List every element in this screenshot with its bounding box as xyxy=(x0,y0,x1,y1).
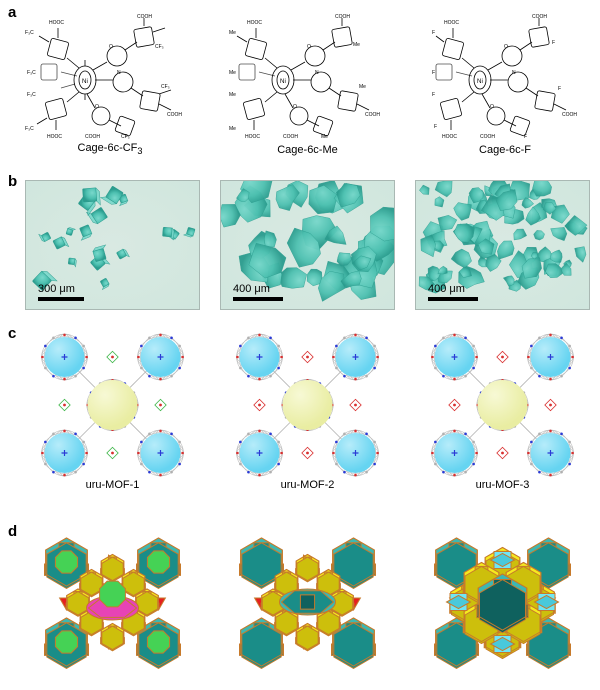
row-label-d: d xyxy=(8,523,17,540)
topo-svg-0 xyxy=(25,532,200,672)
sub-cooh-3: HOOC xyxy=(47,134,62,140)
chem-panel-0: Ni F₃C HOOC xyxy=(25,10,195,140)
sub-me-2: Me xyxy=(359,84,366,90)
sub-f-5: F xyxy=(432,70,435,76)
crystal-caption-1: uru-MOF-2 xyxy=(220,479,395,491)
chem-caption-1: Cage-6c-Me xyxy=(223,144,393,156)
sub-f-0: F xyxy=(432,30,435,36)
crystal-panel-0: uru-MOF-1 xyxy=(25,332,200,487)
topo-panel-1 xyxy=(220,532,395,672)
chem-panel-2: Ni F HOOC O F COOH xyxy=(420,10,590,140)
atom-n-c0: N xyxy=(512,70,516,76)
scalebar-label-2: 400 μm xyxy=(428,283,465,295)
sub-f-2: F xyxy=(558,86,561,92)
chem-caption-0-sub: 3 xyxy=(137,146,142,156)
sub-cf3-2: CF₃ xyxy=(161,84,170,90)
sub-cf3-6: F₃C xyxy=(27,92,36,98)
atom-ni-2: Ni xyxy=(477,78,483,85)
atom-o-b0: O xyxy=(307,44,311,50)
atom-o-c1: O xyxy=(490,104,494,110)
scalebar-0 xyxy=(38,297,84,301)
row-label-a: a xyxy=(8,4,16,21)
atom-o-b1: O xyxy=(293,104,297,110)
sub-cooh-b4: COOH xyxy=(283,134,298,140)
sub-cf3-5: F₃C xyxy=(27,70,36,76)
chem-caption-0-text: Cage-6c-CF xyxy=(78,142,138,154)
chem-panel-1: Ni Me HOOC O Me COOH xyxy=(223,10,393,140)
sub-me-5: Me xyxy=(229,70,236,76)
atom-n-0: N xyxy=(117,70,121,76)
sub-cf3-4: CF₃ xyxy=(121,134,130,140)
sub-cooh-2: COOH xyxy=(167,112,182,118)
sub-me-3: Me xyxy=(229,126,236,132)
scalebar-2 xyxy=(428,297,478,301)
atom-n-b0: N xyxy=(315,70,319,76)
crystal-svg-2 xyxy=(415,332,590,487)
scalebar-label-1: 400 μm xyxy=(233,283,270,295)
chem-caption-0: Cage-6c-CF3 xyxy=(25,142,195,156)
topo-panel-2 xyxy=(415,532,590,672)
sub-cooh-c4: COOH xyxy=(480,134,495,140)
sub-cf3-1: CF₃ xyxy=(155,44,164,50)
crystal-caption-0: uru-MOF-1 xyxy=(25,479,200,491)
scalebar-label-0: 300 μm xyxy=(38,283,75,295)
micrograph-0: 300 μm xyxy=(25,180,200,310)
atom-o-0: O xyxy=(109,44,113,50)
sub-cooh-1: COOH xyxy=(137,14,152,20)
micrograph-2: 400 μm xyxy=(415,180,590,310)
crystal-svg-0 xyxy=(25,332,200,487)
sub-me-0: Me xyxy=(229,30,236,36)
sub-cooh-c2: COOH xyxy=(562,112,577,118)
sub-cooh-0: HOOC xyxy=(49,20,64,26)
scalebar-1 xyxy=(233,297,283,301)
chem-structure-0: Ni F₃C HOOC xyxy=(25,10,195,140)
sub-cooh-b3: HOOC xyxy=(245,134,260,140)
sub-cooh-c0: HOOC xyxy=(444,20,459,26)
sub-cf3-3: F₃C xyxy=(25,126,34,132)
chem-caption-2: Cage-6c-F xyxy=(420,144,590,156)
row-d xyxy=(25,532,590,682)
sub-me-4: Me xyxy=(321,134,328,140)
chem-structure-2: Ni F HOOC O F COOH xyxy=(420,10,590,140)
crystal-panel-2: uru-MOF-3 xyxy=(415,332,590,487)
sub-f-4: F xyxy=(524,134,527,140)
topo-svg-2 xyxy=(415,532,590,672)
atom-o-1: O xyxy=(95,104,99,110)
sub-cooh-4: COOH xyxy=(85,134,100,140)
atom-ni: Ni xyxy=(82,78,88,85)
sub-cooh-c1: COOH xyxy=(532,14,547,20)
row-a: Ni F₃C HOOC xyxy=(25,10,590,165)
crystal-caption-2: uru-MOF-3 xyxy=(415,479,590,491)
row-b: 300 μm 400 μm 400 μm xyxy=(25,180,590,310)
sub-me-1: Me xyxy=(353,42,360,48)
row-label-c: c xyxy=(8,325,16,342)
sub-me-6: Me xyxy=(229,92,236,98)
chem-structure-1: Ni Me HOOC O Me COOH xyxy=(223,10,393,140)
atom-ni-1: Ni xyxy=(280,78,286,85)
micrograph-1: 400 μm xyxy=(220,180,395,310)
sub-cooh-b1: COOH xyxy=(335,14,350,20)
sub-f-6: F xyxy=(432,92,435,98)
atom-o-c0: O xyxy=(504,44,508,50)
crystal-svg-1 xyxy=(220,332,395,487)
topo-svg-1 xyxy=(220,532,395,672)
sub-cooh-c3: HOOC xyxy=(442,134,457,140)
sub-cooh-b2: COOH xyxy=(365,112,380,118)
row-c: uru-MOF-1 uru-MOF-2 uru-MOF-3 xyxy=(25,332,590,502)
row-label-b: b xyxy=(8,173,17,190)
topo-panel-0 xyxy=(25,532,200,672)
sub-cf3-0: F₃C xyxy=(25,30,34,36)
crystal-panel-1: uru-MOF-2 xyxy=(220,332,395,487)
sub-f-3: F xyxy=(434,124,437,130)
sub-cooh-b0: HOOC xyxy=(247,20,262,26)
sub-f-1: F xyxy=(552,40,555,46)
